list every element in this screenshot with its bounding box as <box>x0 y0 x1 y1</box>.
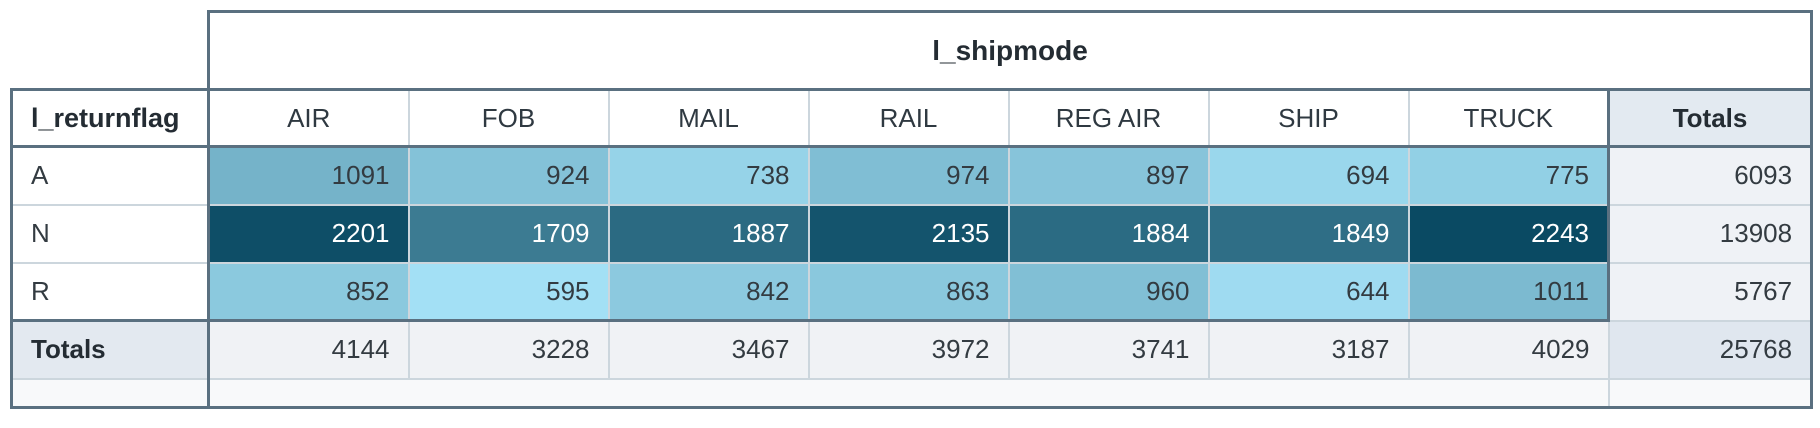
cell-R-fob: 595 <box>408 262 610 322</box>
cell-R-truck: 1011 <box>1408 262 1610 322</box>
cell-N-air: 2201 <box>208 204 410 264</box>
cell-N-mail: 1887 <box>608 204 810 264</box>
cell-N-rail: 2135 <box>808 204 1010 264</box>
pivot-table: l_shipmode l_returnflag AIR FOB MAIL RAIL RE… <box>10 10 1814 409</box>
corner-spacer <box>11 11 209 90</box>
cell-N-fob: 1709 <box>408 204 610 264</box>
cell-A-truck: 775 <box>1408 146 1610 206</box>
row-total-R: 5767 <box>1608 262 1814 322</box>
cell-A-fob: 924 <box>408 146 610 206</box>
col-total-truck: 4029 <box>1408 320 1610 380</box>
cell-N-truck: 2243 <box>1408 204 1610 264</box>
col-total-rail: 3972 <box>808 320 1010 380</box>
col-total-fob: 3228 <box>408 320 610 380</box>
cell-R-rail: 863 <box>808 262 1010 322</box>
footer-right-cell <box>1608 378 1814 409</box>
cell-A-mail: 738 <box>608 146 810 206</box>
data-row-N: N 2201 1709 1887 2135 1884 1849 2243 13908 <box>10 204 1814 264</box>
col-header-ship[interactable]: SHIP <box>1208 88 1410 148</box>
col-header-air[interactable]: AIR <box>208 88 410 148</box>
cell-R-reg-air: 960 <box>1008 262 1210 322</box>
row-label-A[interactable]: A <box>10 146 210 206</box>
col-total-reg-air: 3741 <box>1008 320 1210 380</box>
data-row-R: R 852 595 842 863 960 644 1011 5767 <box>10 262 1814 322</box>
cell-A-air: 1091 <box>208 146 410 206</box>
row-group-header[interactable]: l_returnflag <box>10 88 210 148</box>
col-header-mail[interactable]: MAIL <box>608 88 810 148</box>
footer-middle-cell <box>208 378 1610 409</box>
totals-row: Totals 4144 3228 3467 3972 3741 3187 4029 25768 <box>10 320 1814 380</box>
col-total-air: 4144 <box>208 320 410 380</box>
col-header-truck[interactable]: TRUCK <box>1408 88 1610 148</box>
row-total-N: 13908 <box>1608 204 1814 264</box>
col-header-rail[interactable]: RAIL <box>808 88 1010 148</box>
grand-total: 25768 <box>1608 320 1814 380</box>
column-group-row: l_shipmode <box>11 10 1814 91</box>
col-total-ship: 3187 <box>1208 320 1410 380</box>
cell-A-reg-air: 897 <box>1008 146 1210 206</box>
cell-A-ship: 694 <box>1208 146 1410 206</box>
cell-A-rail: 974 <box>808 146 1010 206</box>
cell-N-ship: 1849 <box>1208 204 1410 264</box>
data-row-A: A 1091 924 738 974 897 694 775 6093 <box>10 146 1814 206</box>
col-header-fob[interactable]: FOB <box>408 88 610 148</box>
row-label-R[interactable]: R <box>10 262 210 322</box>
totals-row-label: Totals <box>10 320 210 380</box>
col-header-reg-air[interactable]: REG AIR <box>1008 88 1210 148</box>
footer-left-cell <box>10 378 210 409</box>
cell-R-mail: 842 <box>608 262 810 322</box>
cell-R-ship: 644 <box>1208 262 1410 322</box>
col-total-mail: 3467 <box>608 320 810 380</box>
pivot-table-container: l_shipmode l_returnflag AIR FOB MAIL RAIL RE… <box>10 10 1814 409</box>
column-group-header[interactable]: l_shipmode <box>206 10 1814 91</box>
cell-N-reg-air: 1884 <box>1008 204 1210 264</box>
footer-row <box>10 378 1814 409</box>
row-total-A: 6093 <box>1608 146 1814 206</box>
totals-column-header[interactable]: Totals <box>1606 88 1814 148</box>
row-label-N[interactable]: N <box>10 204 210 264</box>
cell-R-air: 852 <box>208 262 410 322</box>
column-header-row: l_returnflag AIR FOB MAIL RAIL REG AIR SHIP TR… <box>10 88 1814 148</box>
